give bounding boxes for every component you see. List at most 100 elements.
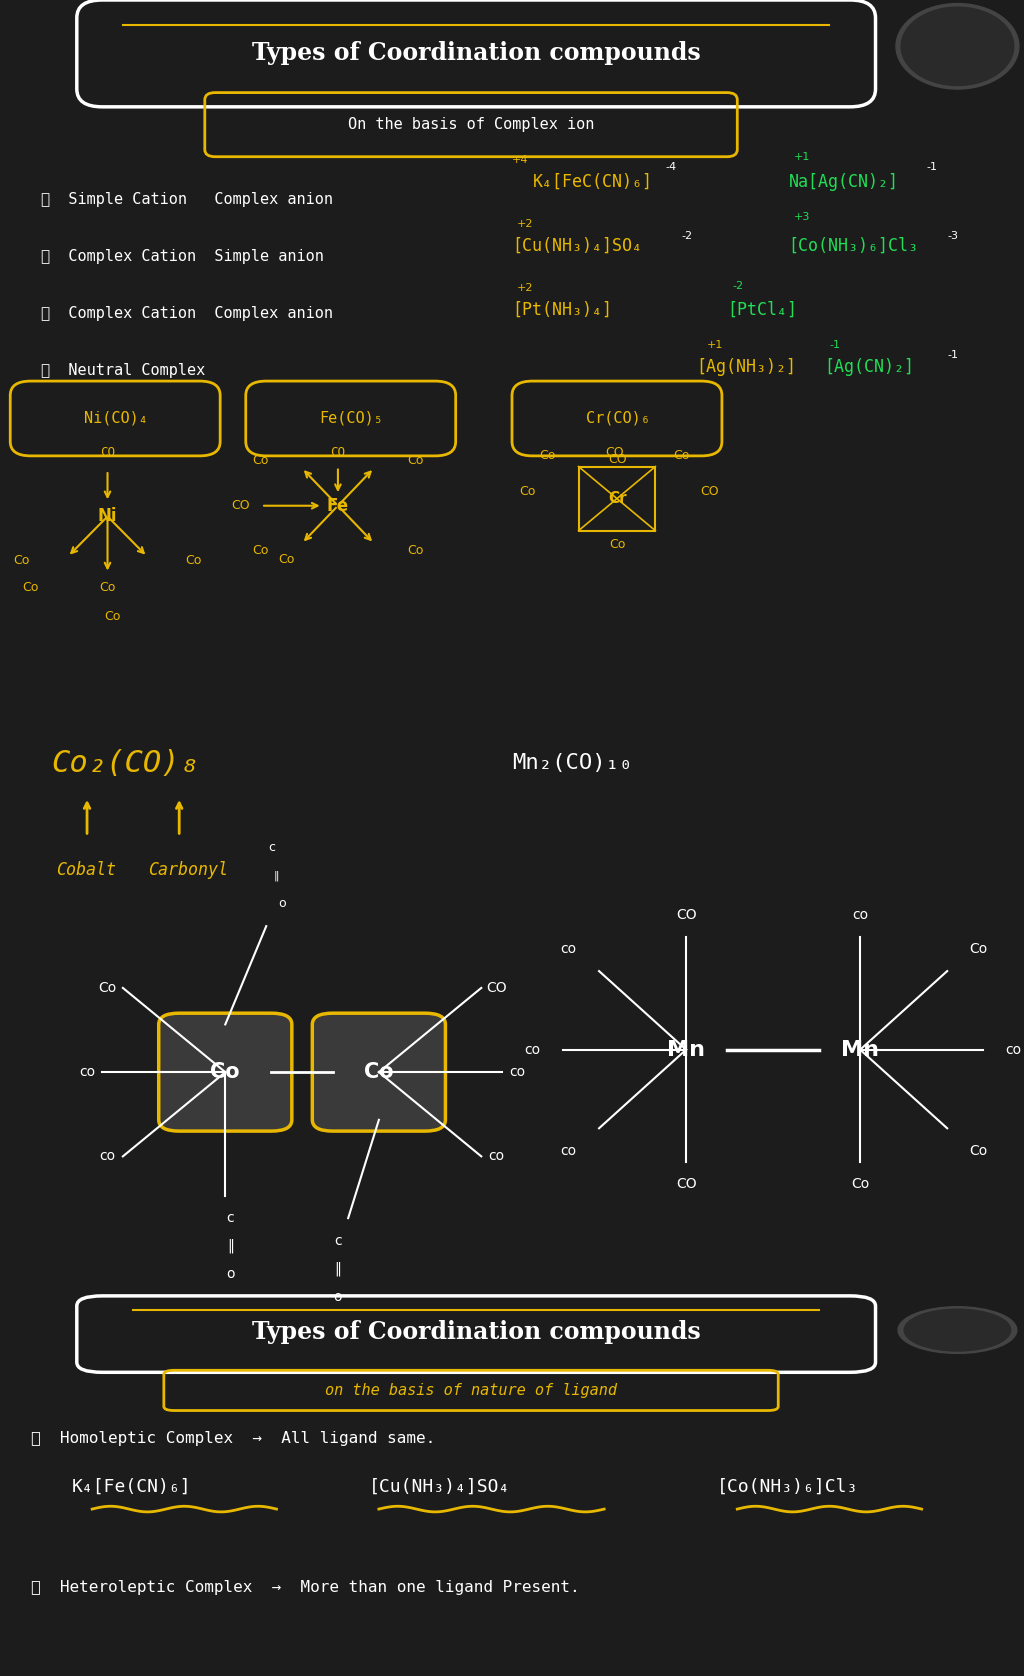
Text: [Ag(CN)₂]: [Ag(CN)₂] (824, 359, 914, 375)
Text: Co: Co (99, 582, 116, 595)
Text: o: o (278, 897, 286, 910)
Text: Co: Co (969, 942, 987, 955)
Text: Co: Co (609, 538, 626, 551)
Text: ④  Neutral Complex: ④ Neutral Complex (41, 364, 205, 377)
Text: [Pt(NH₃)₄]: [Pt(NH₃)₄] (512, 302, 612, 318)
Text: Types of Coordination compounds: Types of Coordination compounds (252, 1321, 700, 1344)
Text: Types of Coordination compounds: Types of Coordination compounds (252, 42, 700, 65)
Text: Co: Co (211, 1063, 240, 1083)
Text: -1: -1 (947, 350, 958, 360)
Text: Cobalt: Cobalt (56, 861, 117, 878)
Text: SB: SB (943, 37, 972, 55)
Text: c: c (268, 841, 274, 855)
Text: +1: +1 (794, 153, 810, 161)
Text: ②  Complex Cation  Simple anion: ② Complex Cation Simple anion (41, 250, 324, 263)
Text: ①  Homoleptic Complex  →  All ligand same.: ① Homoleptic Complex → All ligand same. (31, 1431, 435, 1446)
Text: Ni(CO)₄: Ni(CO)₄ (84, 411, 147, 426)
Text: Mn: Mn (667, 1039, 706, 1059)
Text: o: o (334, 1291, 342, 1304)
Text: co: co (852, 908, 868, 922)
Text: CO: CO (486, 980, 507, 996)
Text: -1: -1 (927, 163, 938, 173)
Text: [Cu(NH₃)₄]SO₄: [Cu(NH₃)₄]SO₄ (369, 1478, 510, 1497)
Text: ③  Complex Cation  Complex anion: ③ Complex Cation Complex anion (41, 307, 333, 320)
Text: co: co (1006, 1042, 1022, 1056)
Text: -3: -3 (947, 231, 958, 241)
Text: +2: +2 (517, 283, 534, 293)
Text: Co₂(CO)₈: Co₂(CO)₈ (51, 749, 199, 778)
Text: [Cu(NH₃)₄]SO₄: [Cu(NH₃)₄]SO₄ (512, 236, 642, 255)
Text: CO: CO (331, 446, 345, 459)
Text: Fe: Fe (327, 496, 349, 515)
Text: CO: CO (608, 453, 627, 466)
Text: Co: Co (279, 553, 295, 566)
Text: ‖: ‖ (273, 870, 280, 882)
Text: Mn: Mn (841, 1039, 880, 1059)
Text: Co: Co (104, 610, 121, 623)
Text: ‖: ‖ (227, 1239, 233, 1254)
Text: Mn₂(CO)₁₀: Mn₂(CO)₁₀ (512, 753, 633, 773)
Text: Co: Co (969, 1143, 987, 1158)
Text: Co: Co (253, 454, 269, 468)
Text: CO: CO (100, 446, 115, 459)
Text: CO: CO (700, 484, 719, 498)
Text: CO: CO (676, 908, 696, 922)
Circle shape (904, 1309, 1011, 1351)
Text: +2: +2 (517, 220, 534, 230)
Text: +3: +3 (794, 213, 810, 223)
Circle shape (898, 1307, 1017, 1354)
Text: ‖: ‖ (335, 1262, 341, 1275)
Text: K₄[FeC(CN)₆]: K₄[FeC(CN)₆] (532, 173, 652, 191)
Text: Cr: Cr (608, 491, 627, 506)
Text: CO: CO (676, 1178, 696, 1192)
FancyBboxPatch shape (312, 1014, 445, 1131)
Text: Co: Co (519, 484, 536, 498)
Text: CO: CO (605, 446, 624, 459)
Text: -2: -2 (681, 231, 692, 241)
Bar (579, 466, 655, 531)
Text: -4: -4 (666, 163, 677, 173)
Text: Na[Ag(CN)₂]: Na[Ag(CN)₂] (788, 173, 898, 191)
Text: c: c (226, 1212, 234, 1225)
Text: Co: Co (851, 1178, 869, 1192)
Text: Ni: Ni (97, 508, 118, 525)
Text: co: co (509, 1066, 525, 1079)
Text: Carbonyl: Carbonyl (148, 861, 228, 878)
Text: +4: +4 (512, 156, 528, 166)
Text: -2: -2 (732, 282, 743, 292)
Text: ②  Heteroleptic Complex  →  More than one ligand Present.: ② Heteroleptic Complex → More than one l… (31, 1580, 580, 1596)
Text: [PtCl₄]: [PtCl₄] (727, 302, 797, 318)
Circle shape (896, 3, 1019, 89)
Text: Co: Co (407, 545, 423, 556)
Text: co: co (560, 1143, 577, 1158)
Circle shape (901, 7, 1014, 85)
Text: co: co (560, 942, 577, 955)
Text: Co: Co (185, 553, 202, 566)
Text: -1: -1 (829, 340, 841, 350)
Text: Co: Co (540, 449, 556, 463)
Text: co: co (488, 1150, 505, 1163)
Text: On the basis of Complex ion: On the basis of Complex ion (348, 117, 594, 132)
Text: Co: Co (407, 454, 423, 468)
Text: co: co (79, 1066, 95, 1079)
Text: [Co(NH₃)₆]Cl₃: [Co(NH₃)₆]Cl₃ (717, 1478, 858, 1497)
Text: [Ag(NH₃)₂]: [Ag(NH₃)₂] (696, 359, 797, 375)
Text: Co: Co (98, 980, 117, 996)
Text: Co: Co (365, 1063, 393, 1083)
Text: Co: Co (23, 582, 39, 595)
Text: +1: +1 (707, 340, 723, 350)
Text: co: co (99, 1150, 116, 1163)
Text: Cr(CO)₆: Cr(CO)₆ (586, 411, 649, 426)
Text: CO: CO (231, 499, 250, 513)
Text: Co: Co (13, 553, 30, 566)
Text: SB: SB (943, 1321, 972, 1339)
Text: Co: Co (673, 449, 689, 463)
Text: K₄[Fe(CN)₆]: K₄[Fe(CN)₆] (72, 1478, 191, 1497)
Text: ①  Simple Cation   Complex anion: ① Simple Cation Complex anion (41, 193, 333, 206)
Text: o: o (226, 1267, 234, 1280)
Text: c: c (334, 1234, 342, 1247)
Text: [Co(NH₃)₆]Cl₃: [Co(NH₃)₆]Cl₃ (788, 236, 919, 255)
Text: co: co (524, 1042, 541, 1056)
FancyBboxPatch shape (159, 1014, 292, 1131)
Text: Co: Co (253, 545, 269, 556)
